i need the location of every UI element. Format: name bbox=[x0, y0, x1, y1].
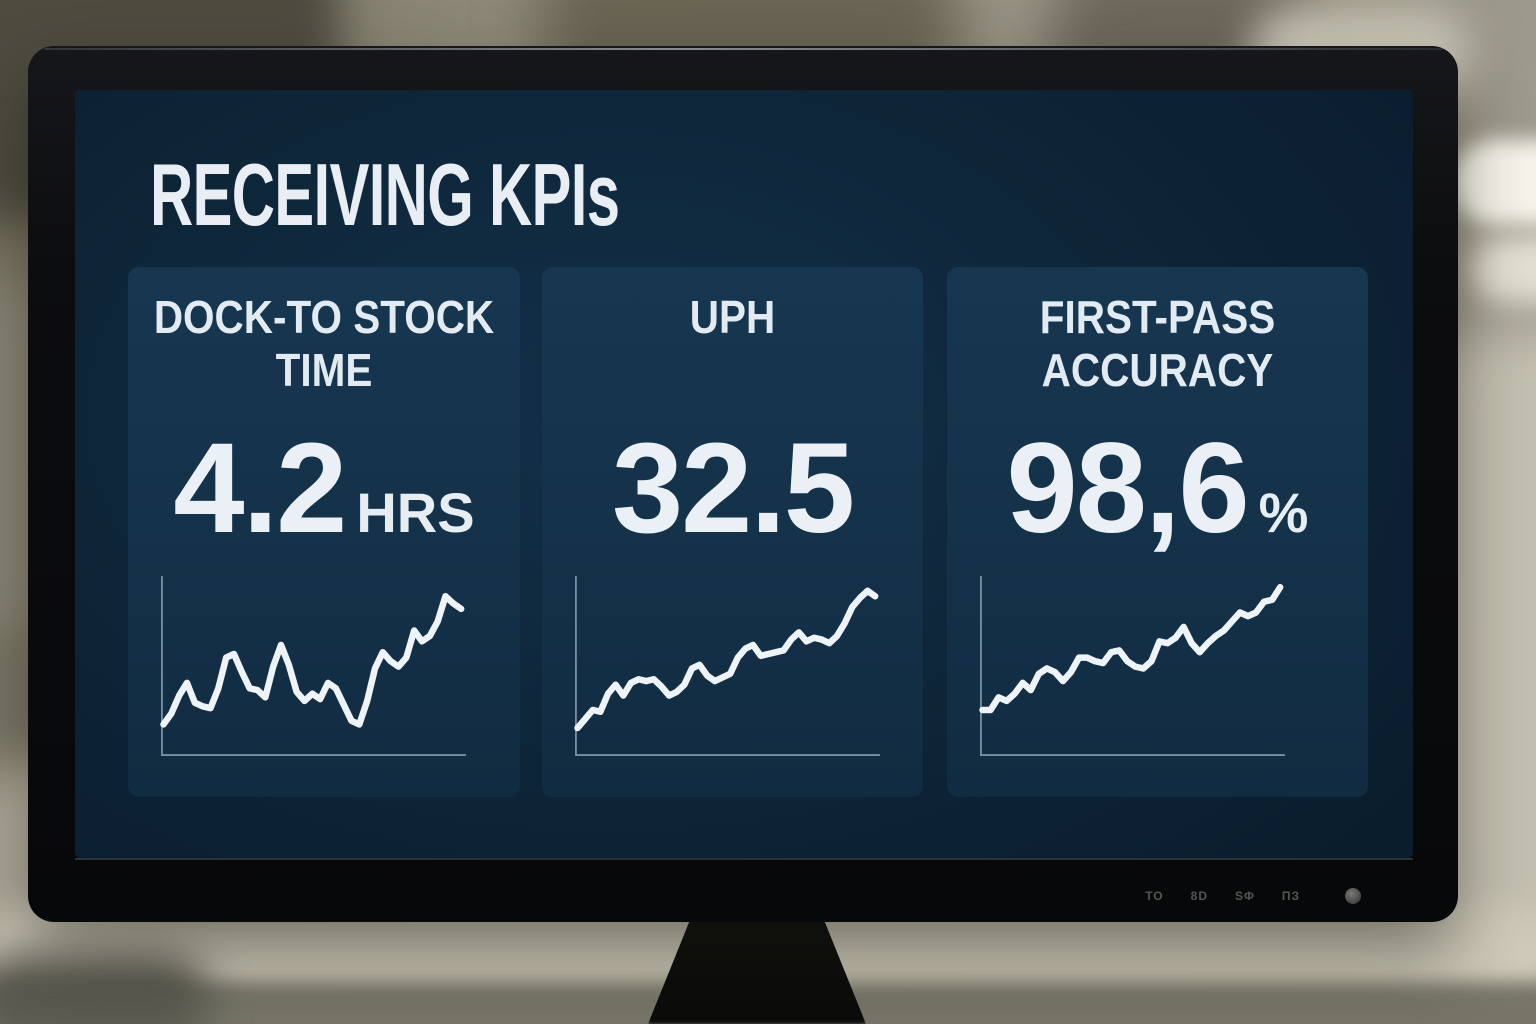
sparkline-trend-line bbox=[982, 587, 1280, 710]
bezel-controls: TO 8D SΦ ПЗ bbox=[1145, 888, 1361, 904]
monitor: RECEIVING KPIs DOCK-TO STOCK TIME 4.2 HR… bbox=[28, 46, 1458, 922]
background-blob-dark-bottomleft bbox=[0, 955, 210, 1024]
bezel-button-label: TO bbox=[1145, 889, 1164, 903]
kpi-unit: HRS bbox=[356, 481, 475, 544]
kpi-value: 32.5 bbox=[611, 417, 855, 560]
kpi-title-line: ACCURACY bbox=[1041, 344, 1274, 397]
sparkline-axes bbox=[576, 576, 880, 755]
kpi-unit: % bbox=[1258, 481, 1309, 544]
kpi-panel-title: DOCK-TO STOCK TIME bbox=[152, 291, 497, 398]
sparkline-chart-uph bbox=[568, 573, 885, 763]
sparkline-chart-first-pass-accuracy bbox=[973, 573, 1290, 763]
kpi-panel-first-pass-accuracy: FIRST-PASS ACCURACY 98,6 % bbox=[947, 267, 1368, 797]
kpi-panel-dock-to-stock-time: DOCK-TO STOCK TIME 4.2 HRS bbox=[128, 267, 520, 797]
kpi-panel-title: FIRST-PASS ACCURACY bbox=[972, 291, 1342, 398]
kpi-value-row: 4.2 HRS bbox=[128, 409, 520, 569]
kpi-value: 4.2 bbox=[173, 417, 347, 560]
sparkline-axes bbox=[981, 576, 1285, 755]
sparkline-trend-line bbox=[577, 591, 875, 728]
power-button bbox=[1345, 888, 1361, 904]
kpi-panel-title: UPH bbox=[565, 291, 900, 344]
kpi-dashboard-screen: RECEIVING KPIs DOCK-TO STOCK TIME 4.2 HR… bbox=[75, 90, 1413, 858]
sparkline-axes bbox=[162, 576, 466, 755]
kpi-title-line: DOCK-TO STOCK bbox=[153, 291, 495, 343]
kpi-panel-uph: UPH 32.5 bbox=[542, 267, 923, 797]
kpi-title-line: TIME bbox=[275, 344, 373, 397]
monitor-bottom-bezel: TO 8D SΦ ПЗ bbox=[75, 858, 1413, 922]
background-light-fixture-2 bbox=[1470, 235, 1536, 305]
kpi-value-row: 32.5 bbox=[542, 409, 923, 569]
bezel-button-label: ПЗ bbox=[1281, 889, 1300, 903]
kpi-title-line: FIRST-PASS bbox=[1039, 291, 1276, 343]
background-light-fixture bbox=[1452, 140, 1536, 225]
bezel-button-label: SΦ bbox=[1234, 889, 1255, 903]
kpi-title-line: UPH bbox=[689, 291, 776, 343]
kpi-value: 98,6 bbox=[1006, 417, 1250, 560]
page-title: RECEIVING KPIs bbox=[150, 145, 620, 244]
kpi-value-row: 98,6 % bbox=[947, 409, 1368, 569]
sparkline-trend-line bbox=[163, 596, 461, 724]
bezel-button-label: 8D bbox=[1190, 889, 1208, 903]
sparkline-chart-dock-to-stock bbox=[154, 573, 471, 763]
